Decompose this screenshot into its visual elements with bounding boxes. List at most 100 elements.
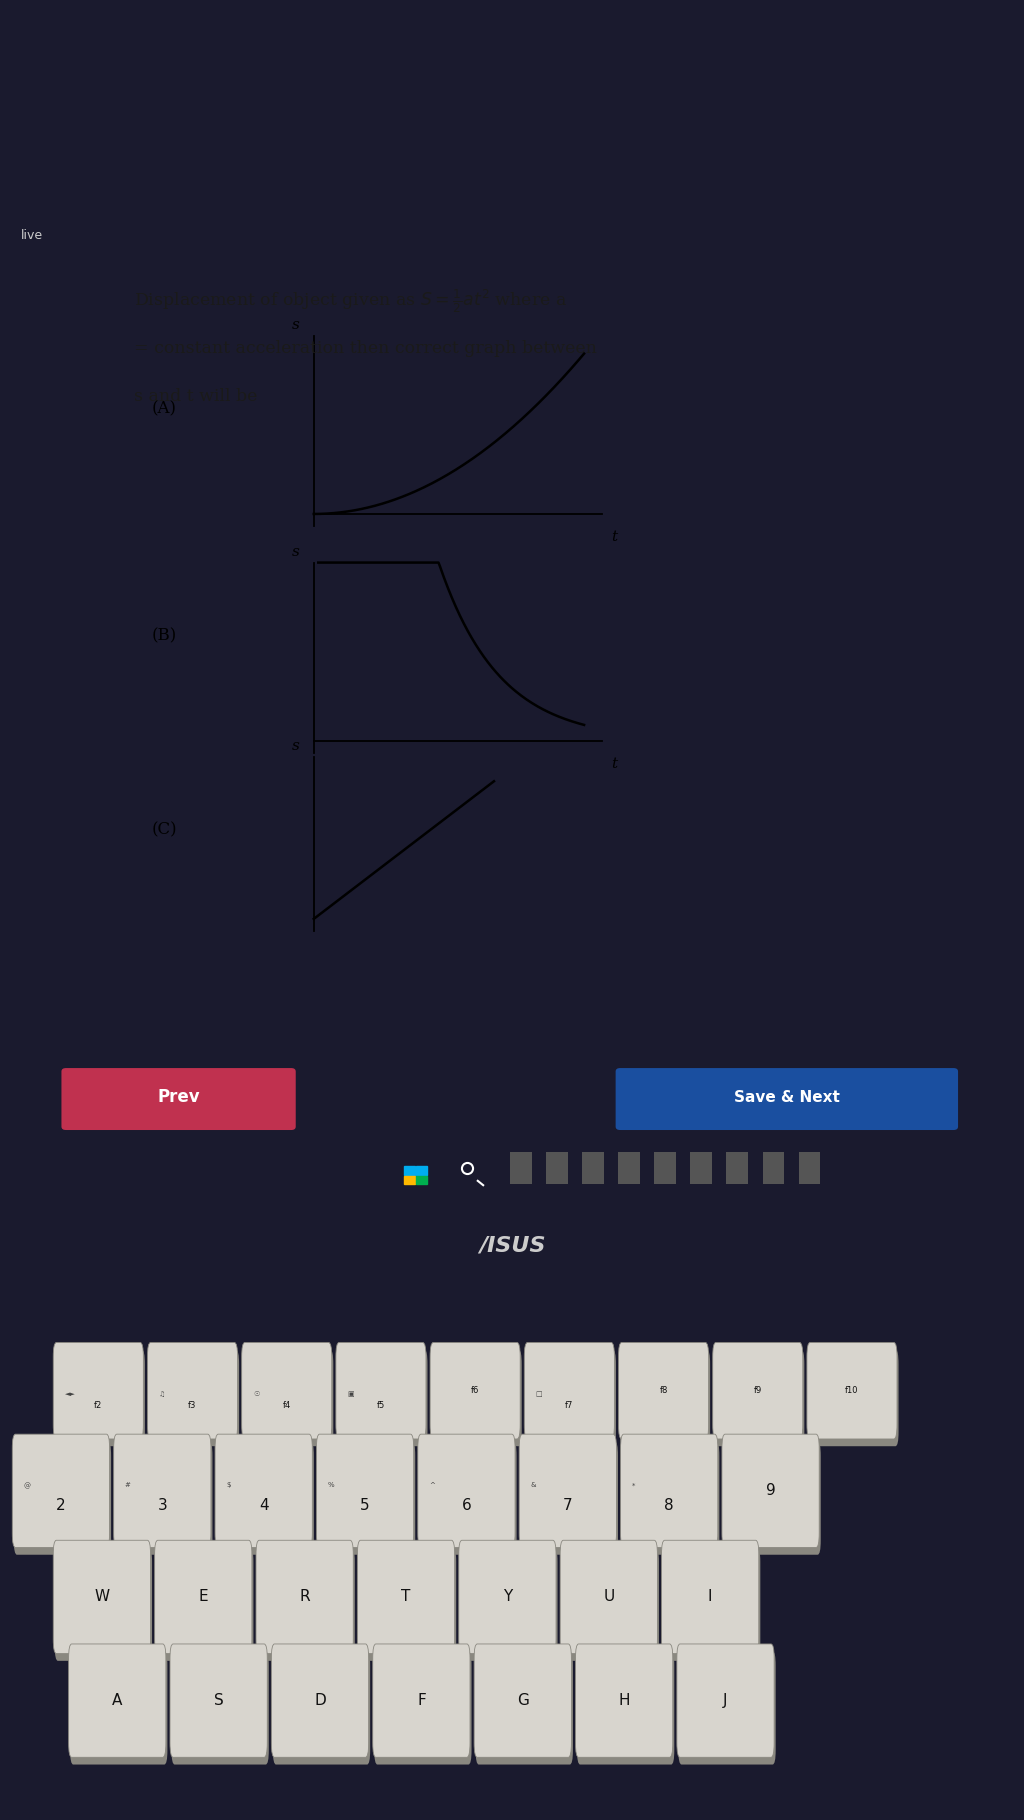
Text: A: A bbox=[112, 1693, 123, 1709]
FancyBboxPatch shape bbox=[375, 1651, 472, 1765]
Bar bbox=[654, 1152, 676, 1185]
FancyBboxPatch shape bbox=[155, 1540, 252, 1654]
Text: f4: f4 bbox=[283, 1401, 291, 1410]
Text: ◄►: ◄► bbox=[65, 1390, 75, 1396]
Bar bbox=[726, 1152, 749, 1185]
FancyBboxPatch shape bbox=[244, 1350, 334, 1447]
FancyBboxPatch shape bbox=[357, 1540, 455, 1654]
FancyBboxPatch shape bbox=[664, 1547, 760, 1662]
FancyBboxPatch shape bbox=[317, 1441, 416, 1554]
Text: I: I bbox=[708, 1589, 713, 1605]
FancyBboxPatch shape bbox=[475, 1651, 573, 1765]
FancyBboxPatch shape bbox=[431, 1350, 521, 1447]
FancyBboxPatch shape bbox=[420, 1441, 517, 1554]
FancyBboxPatch shape bbox=[55, 1547, 152, 1662]
Text: @: @ bbox=[24, 1481, 31, 1489]
FancyBboxPatch shape bbox=[242, 1343, 332, 1440]
Bar bbox=[510, 1152, 531, 1185]
Text: s and t will be: s and t will be bbox=[133, 388, 257, 406]
Text: s: s bbox=[292, 318, 300, 331]
Text: F: F bbox=[417, 1693, 426, 1709]
Text: = constant acceleration then correct graph between: = constant acceleration then correct gra… bbox=[133, 340, 596, 357]
Text: f9: f9 bbox=[754, 1387, 762, 1396]
Text: R: R bbox=[299, 1589, 310, 1605]
Text: (B): (B) bbox=[152, 626, 177, 644]
Text: 6: 6 bbox=[462, 1498, 471, 1512]
FancyBboxPatch shape bbox=[171, 1651, 268, 1765]
Text: ^: ^ bbox=[429, 1481, 435, 1489]
Text: 5: 5 bbox=[360, 1498, 370, 1512]
Text: 7: 7 bbox=[563, 1498, 572, 1512]
FancyBboxPatch shape bbox=[621, 1434, 718, 1547]
Bar bbox=[403, 1167, 415, 1176]
FancyBboxPatch shape bbox=[150, 1350, 240, 1447]
FancyBboxPatch shape bbox=[662, 1540, 759, 1654]
FancyBboxPatch shape bbox=[620, 1350, 710, 1447]
Text: /ISUS: /ISUS bbox=[479, 1236, 545, 1256]
Text: ▣: ▣ bbox=[347, 1390, 353, 1396]
Text: T: T bbox=[401, 1589, 411, 1605]
Bar bbox=[403, 1176, 415, 1185]
Text: f7: f7 bbox=[565, 1401, 573, 1410]
FancyBboxPatch shape bbox=[723, 1441, 820, 1554]
Bar bbox=[690, 1152, 712, 1185]
FancyBboxPatch shape bbox=[521, 1441, 618, 1554]
Bar bbox=[546, 1152, 568, 1185]
Text: live: live bbox=[20, 229, 43, 242]
Bar bbox=[618, 1152, 640, 1185]
FancyBboxPatch shape bbox=[678, 1651, 776, 1765]
FancyBboxPatch shape bbox=[578, 1651, 675, 1765]
FancyBboxPatch shape bbox=[807, 1343, 897, 1440]
FancyBboxPatch shape bbox=[147, 1343, 238, 1440]
Text: s: s bbox=[292, 739, 300, 753]
FancyBboxPatch shape bbox=[474, 1643, 571, 1758]
FancyBboxPatch shape bbox=[115, 1441, 213, 1554]
FancyBboxPatch shape bbox=[459, 1540, 556, 1654]
Text: Displacement of object given as $S = \frac{1}{2}at^2$ where a: Displacement of object given as $S = \fr… bbox=[133, 288, 566, 315]
Text: Prev: Prev bbox=[158, 1088, 200, 1107]
Text: G: G bbox=[517, 1693, 528, 1709]
FancyBboxPatch shape bbox=[714, 1350, 804, 1447]
Text: □: □ bbox=[536, 1390, 542, 1396]
Text: U: U bbox=[603, 1589, 614, 1605]
Bar bbox=[417, 1167, 427, 1176]
Text: J: J bbox=[723, 1693, 728, 1709]
FancyBboxPatch shape bbox=[430, 1343, 520, 1440]
FancyBboxPatch shape bbox=[338, 1350, 428, 1447]
FancyBboxPatch shape bbox=[460, 1547, 557, 1662]
FancyBboxPatch shape bbox=[526, 1350, 615, 1447]
Text: f5: f5 bbox=[377, 1401, 385, 1410]
Text: 9: 9 bbox=[766, 1483, 775, 1498]
Bar bbox=[583, 1152, 604, 1185]
Text: $: $ bbox=[226, 1481, 230, 1489]
FancyBboxPatch shape bbox=[13, 1441, 111, 1554]
Text: f8: f8 bbox=[659, 1387, 668, 1396]
Text: D: D bbox=[314, 1693, 326, 1709]
FancyBboxPatch shape bbox=[575, 1643, 673, 1758]
FancyBboxPatch shape bbox=[359, 1547, 457, 1662]
Bar bbox=[417, 1176, 427, 1185]
Text: #: # bbox=[125, 1481, 131, 1489]
Text: *: * bbox=[632, 1481, 635, 1489]
FancyBboxPatch shape bbox=[336, 1343, 426, 1440]
Text: 2: 2 bbox=[56, 1498, 66, 1512]
FancyBboxPatch shape bbox=[560, 1540, 657, 1654]
Text: f3: f3 bbox=[188, 1401, 197, 1410]
Text: (C): (C) bbox=[152, 821, 177, 839]
Text: S: S bbox=[214, 1693, 223, 1709]
FancyBboxPatch shape bbox=[114, 1434, 211, 1547]
FancyBboxPatch shape bbox=[170, 1643, 267, 1758]
FancyBboxPatch shape bbox=[55, 1350, 145, 1447]
FancyBboxPatch shape bbox=[256, 1540, 353, 1654]
Text: t: t bbox=[611, 757, 617, 772]
Text: ☉: ☉ bbox=[253, 1390, 259, 1396]
FancyBboxPatch shape bbox=[215, 1434, 312, 1547]
Text: s: s bbox=[292, 544, 300, 559]
Text: f10: f10 bbox=[845, 1387, 859, 1396]
Text: f6: f6 bbox=[471, 1387, 479, 1396]
Text: &: & bbox=[530, 1481, 536, 1489]
FancyBboxPatch shape bbox=[217, 1441, 314, 1554]
FancyBboxPatch shape bbox=[722, 1434, 819, 1547]
FancyBboxPatch shape bbox=[524, 1343, 614, 1440]
FancyBboxPatch shape bbox=[618, 1343, 709, 1440]
